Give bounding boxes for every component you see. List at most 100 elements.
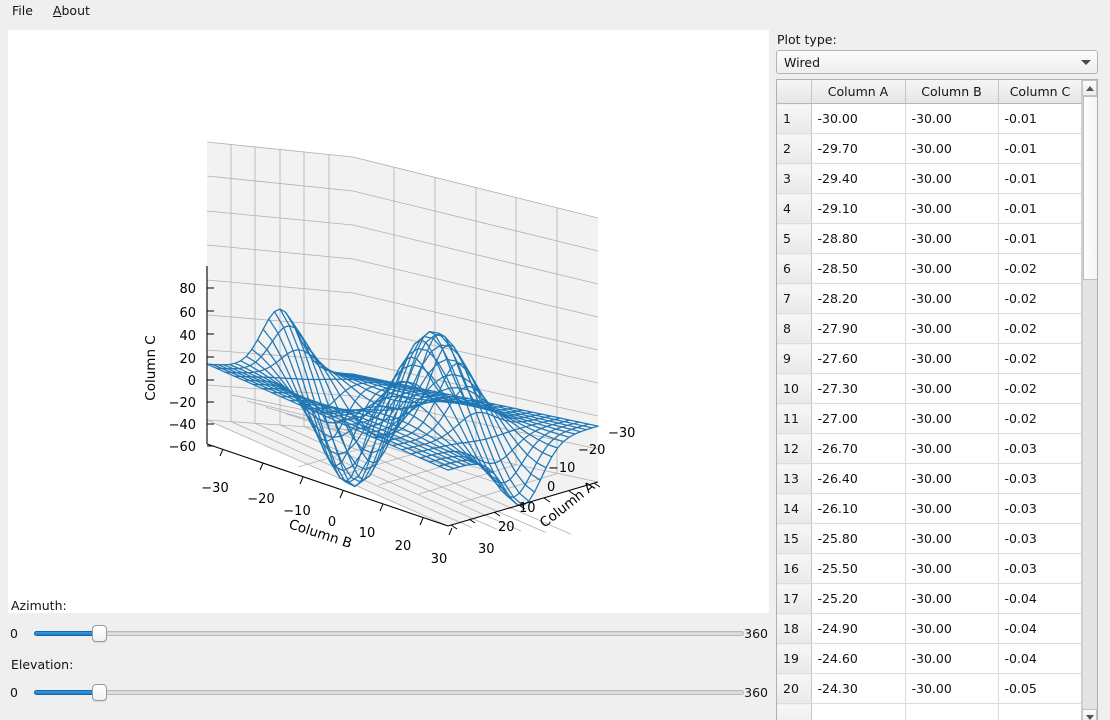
table-row-number[interactable]: 3 (777, 163, 812, 194)
table-cell-column-b[interactable]: -30.00 (905, 583, 999, 614)
table-cell-column-c[interactable]: -0.02 (998, 253, 1081, 284)
table-cell-column-c[interactable]: -0.01 (998, 133, 1081, 164)
table-row[interactable]: 11 -27.00 -30.00 -0.02 (777, 403, 1081, 434)
table-cell-column-b[interactable]: -30.00 (905, 193, 999, 224)
table-cell-column-b[interactable]: -30.00 (905, 223, 999, 254)
wireframe-3d-plot[interactable]: 80 60 40 20 0 −20 −40 −60 Column C (8, 30, 769, 613)
table-cell-column-b[interactable]: -30.00 (905, 493, 999, 524)
table-cell-column-a[interactable]: -29.10 (811, 193, 906, 224)
table-row[interactable]: 5 -28.80 -30.00 -0.01 (777, 223, 1081, 254)
table-row[interactable]: 9 -27.60 -30.00 -0.02 (777, 343, 1081, 374)
table-cell-column-a[interactable]: -30.00 (811, 103, 906, 134)
table-cell-column-a[interactable]: -29.40 (811, 163, 906, 194)
table-cell-column-a[interactable]: -25.50 (811, 553, 906, 584)
table-cell-column-b[interactable]: -30.00 (905, 553, 999, 584)
table-cell-column-c[interactable]: -0.03 (998, 553, 1081, 584)
table-row[interactable]: 17 -25.20 -30.00 -0.04 (777, 583, 1081, 614)
elevation-slider-row[interactable]: 0 360 (8, 682, 770, 702)
table-cell-column-b[interactable]: -30.00 (905, 523, 999, 554)
table-cell-column-b[interactable]: -30.00 (905, 103, 999, 134)
table-cell-column-c[interactable]: -0.05 (998, 673, 1081, 704)
table-cell-column-a[interactable]: -26.70 (811, 433, 906, 464)
table-row-number[interactable]: 2 (777, 133, 812, 164)
table-cell-column-a[interactable] (811, 703, 906, 720)
table-row-number[interactable]: 18 (777, 613, 812, 644)
table-cell-column-a[interactable]: -24.60 (811, 643, 906, 674)
table-row[interactable]: 3 -29.40 -30.00 -0.01 (777, 163, 1081, 194)
table-cell-column-c[interactable]: -0.04 (998, 583, 1081, 614)
table-cell-column-c[interactable]: -0.03 (998, 463, 1081, 494)
table-cell-column-a[interactable]: -28.80 (811, 223, 906, 254)
table-row[interactable]: 8 -27.90 -30.00 -0.02 (777, 313, 1081, 344)
table-cell-column-a[interactable]: -25.80 (811, 523, 906, 554)
table-cell-column-c[interactable]: -0.01 (998, 163, 1081, 194)
table-cell-column-b[interactable]: -30.00 (905, 163, 999, 194)
table-cell-column-c[interactable]: -0.02 (998, 283, 1081, 314)
table-row[interactable]: 1 -30.00 -30.00 -0.01 (777, 103, 1081, 134)
table-row-number[interactable]: 12 (777, 433, 812, 464)
azimuth-slider-row[interactable]: 0 360 (8, 623, 770, 643)
menu-item-file[interactable]: File (12, 2, 33, 18)
table-cell-column-c[interactable]: -0.01 (998, 193, 1081, 224)
table-cell-column-b[interactable]: -30.00 (905, 643, 999, 674)
table-cell-column-b[interactable] (905, 703, 999, 720)
table-cell-column-b[interactable]: -30.00 (905, 463, 999, 494)
table-row-number[interactable]: 11 (777, 403, 812, 434)
table-row-number[interactable]: 17 (777, 583, 812, 614)
table-row-number[interactable]: 13 (777, 463, 812, 494)
table-row[interactable]: 13 -26.40 -30.00 -0.03 (777, 463, 1081, 494)
table-cell-column-b[interactable]: -30.00 (905, 613, 999, 644)
plot-type-combobox[interactable]: Wired (776, 50, 1098, 74)
table-header-column-c[interactable]: Column C (998, 80, 1081, 104)
table-cell-column-c[interactable]: -0.01 (998, 223, 1081, 254)
table-cell-column-c[interactable]: -0.02 (998, 373, 1081, 404)
table-row-number[interactable]: 5 (777, 223, 812, 254)
table-row[interactable]: 15 -25.80 -30.00 -0.03 (777, 523, 1081, 554)
table-cell-column-a[interactable]: -27.60 (811, 343, 906, 374)
table-row-number[interactable]: 10 (777, 373, 812, 404)
table-row-number[interactable]: 16 (777, 553, 812, 584)
elevation-groove[interactable] (34, 690, 744, 695)
table-cell-column-a[interactable]: -28.20 (811, 283, 906, 314)
scrollbar-track[interactable] (1082, 96, 1097, 709)
table-vertical-scrollbar[interactable] (1081, 80, 1097, 720)
table-row[interactable]: 18 -24.90 -30.00 -0.04 (777, 613, 1081, 644)
scrollbar-thumb[interactable] (1083, 96, 1097, 280)
table-row-number[interactable]: 7 (777, 283, 812, 314)
table-cell-column-a[interactable]: -27.00 (811, 403, 906, 434)
table-cell-column-a[interactable]: -25.20 (811, 583, 906, 614)
table-cell-column-c[interactable]: -0.02 (998, 403, 1081, 434)
table-cell-column-c[interactable]: -0.01 (998, 103, 1081, 134)
table-cell-column-b[interactable]: -30.00 (905, 253, 999, 284)
table-row[interactable]: 10 -27.30 -30.00 -0.02 (777, 373, 1081, 404)
table-cell-column-a[interactable]: -24.90 (811, 613, 906, 644)
table-row[interactable]: 16 -25.50 -30.00 -0.03 (777, 553, 1081, 584)
table-row[interactable]: 7 -28.20 -30.00 -0.02 (777, 283, 1081, 314)
table-cell-column-a[interactable]: -27.90 (811, 313, 906, 344)
table-header-column-b[interactable]: Column B (905, 80, 999, 104)
table-row[interactable]: 2 -29.70 -30.00 -0.01 (777, 133, 1081, 164)
table-row[interactable] (777, 703, 1081, 720)
table-row-number[interactable]: 6 (777, 253, 812, 284)
table-row-number[interactable]: 20 (777, 673, 812, 704)
caret-down-icon[interactable] (1082, 709, 1097, 720)
table-cell-column-a[interactable]: -26.40 (811, 463, 906, 494)
table-cell-column-c[interactable]: -0.03 (998, 523, 1081, 554)
table-row-number[interactable]: 14 (777, 493, 812, 524)
table-row-number[interactable]: 1 (777, 103, 812, 134)
table-cell-column-b[interactable]: -30.00 (905, 373, 999, 404)
table-cell-column-c[interactable]: -0.02 (998, 343, 1081, 374)
plot-canvas[interactable]: 80 60 40 20 0 −20 −40 −60 Column C (8, 30, 769, 613)
table-cell-column-b[interactable]: -30.00 (905, 403, 999, 434)
table-cell-column-a[interactable]: -26.10 (811, 493, 906, 524)
table-cell-column-a[interactable]: -24.30 (811, 673, 906, 704)
table-cell-column-b[interactable]: -30.00 (905, 313, 999, 344)
menu-item-about[interactable]: About (45, 2, 98, 19)
table-cell-column-c[interactable]: -0.03 (998, 433, 1081, 464)
elevation-handle[interactable] (92, 684, 108, 701)
table-cell-column-b[interactable]: -30.00 (905, 283, 999, 314)
table-row[interactable]: 20 -24.30 -30.00 -0.05 (777, 673, 1081, 704)
table-cell-column-b[interactable]: -30.00 (905, 673, 999, 704)
table-cell-column-c[interactable]: -0.04 (998, 613, 1081, 644)
azimuth-slider[interactable] (34, 623, 744, 643)
